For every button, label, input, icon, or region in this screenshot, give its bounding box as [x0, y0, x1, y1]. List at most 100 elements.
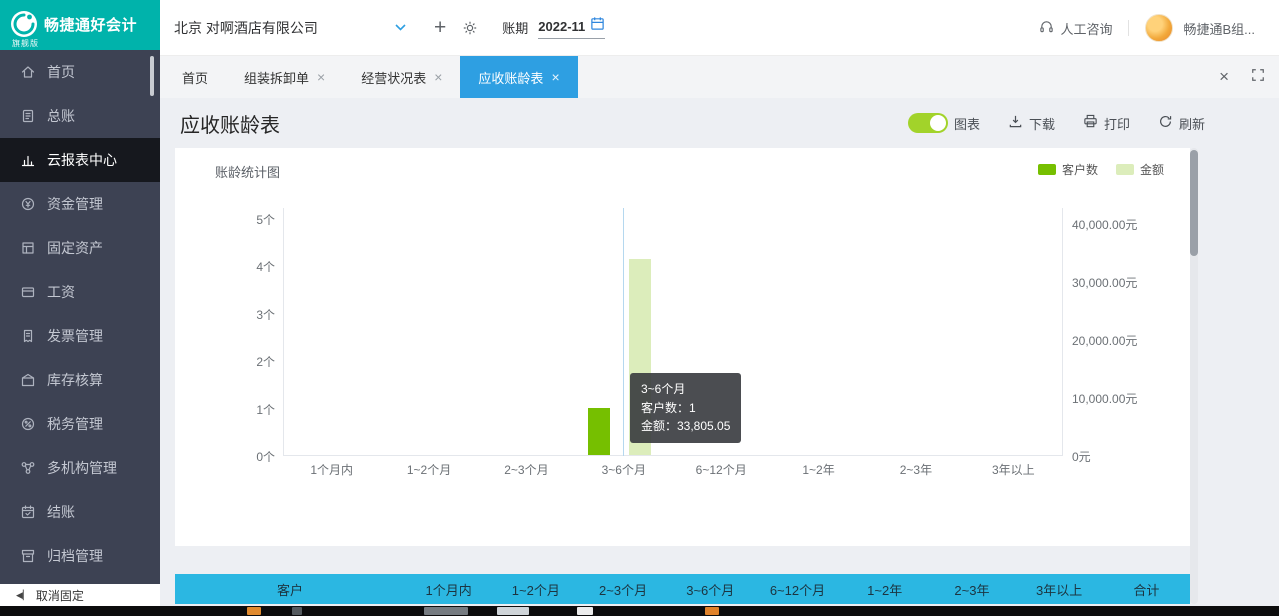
company-name: 北京 对啊酒店有限公司 [174, 19, 318, 36]
sidebar-item-2[interactable]: 云报表中心 [0, 138, 160, 182]
y-tick-right: 30,000.00元 [1072, 276, 1138, 290]
chart-legend: 客户数 金额 [1037, 161, 1164, 178]
tabbar-icons: × [1219, 56, 1265, 98]
sidebar-item-8[interactable]: 税务管理 [0, 402, 160, 446]
sidebar-item-4[interactable]: 固定资产 [0, 226, 160, 270]
y-tick-left: 4个 [256, 260, 275, 275]
tab-close-icon[interactable]: × [434, 69, 443, 85]
tab-2[interactable]: 经营状况表 × [361, 69, 443, 86]
sidebar-item-label: 云报表中心 [47, 152, 117, 168]
legend-swatch [1037, 164, 1056, 175]
x-tick-label: 1~2年 [802, 463, 835, 477]
x-axis [283, 455, 1062, 456]
unpin-sidebar-button[interactable]: ◀▏ 取消固定 [0, 584, 160, 606]
chevron-down-icon [395, 24, 406, 31]
ledger-icon [20, 108, 36, 124]
chart-tooltip: 3~6个月 客户数：1 金额：33,805.05 [630, 373, 742, 443]
sidebar-item-label: 固定资产 [47, 240, 103, 256]
period-label: 账期 [502, 21, 529, 36]
y-tick-right: 0元 [1072, 450, 1091, 464]
close-all-tabs-icon[interactable]: × [1219, 67, 1229, 86]
y-tick-left: 3个 [256, 307, 275, 322]
headset-icon [1039, 19, 1054, 37]
gear-icon[interactable] [462, 20, 478, 36]
y-tick-left: 1个 [256, 402, 275, 417]
sidebar-item-label: 归档管理 [47, 548, 103, 564]
inventory-icon [20, 372, 36, 388]
tab-close-icon[interactable]: × [317, 69, 326, 85]
home-icon [20, 64, 36, 80]
period-picker[interactable]: 2022-11 [538, 16, 606, 39]
brand-edition-badge: 旗舰版 [12, 39, 39, 48]
user-name[interactable]: 畅捷通B组... [1183, 21, 1255, 37]
taskbar-item[interactable] [577, 607, 593, 615]
taskbar-item[interactable] [705, 607, 719, 615]
brand-logo[interactable]: 畅捷通好会计 旗舰版 [0, 0, 160, 50]
user-avatar[interactable] [1145, 14, 1174, 42]
tab-0[interactable]: 首页 [182, 70, 209, 86]
unpin-label: 取消固定 [35, 588, 84, 603]
sidebar-item-label: 结账 [47, 504, 75, 520]
sidebar-item-3[interactable]: 资金管理 [0, 182, 160, 226]
x-tick-label: 2~3个月 [504, 463, 549, 477]
table-col-4: 3~6个月 [686, 582, 735, 598]
tab-3[interactable]: 应收账龄表 × [460, 56, 578, 98]
print-button[interactable]: 打印 [1083, 114, 1130, 133]
closing-icon [20, 504, 36, 520]
legend-swatch [1115, 164, 1134, 175]
toggle-label: 图表 [953, 116, 980, 132]
sidebar-menu: 首页 总账云报表中心资金管理固定资产工资 发票管理 库存核算税务管理多机构管理结账归档… [0, 50, 160, 584]
topbar: 北京 对啊酒店有限公司 + 账期 2022-11 [160, 0, 1279, 56]
y-tick-left: 0个 [256, 450, 275, 464]
sidebar: 畅捷通好会计 旗舰版 首页 总账云报表中心资金管理固定资产工资 发票管理 库存核算税务… [0, 0, 160, 606]
refresh-button[interactable]: 刷新 [1158, 114, 1205, 133]
fullscreen-icon[interactable] [1251, 68, 1265, 87]
sidebar-item-6[interactable]: 发票管理 [0, 314, 160, 358]
divider [1128, 20, 1130, 36]
sidebar-item-5[interactable]: 工资 [0, 270, 160, 314]
legend-item[interactable]: 金额 [1115, 161, 1164, 178]
scrollbar-track[interactable] [1190, 148, 1198, 604]
sidebar-item-label: 资金管理 [47, 196, 103, 212]
y-tick-right: 40,000.00元 [1072, 218, 1138, 232]
y-tick-right: 20,000.00元 [1072, 334, 1138, 348]
y-axis-right [1062, 208, 1063, 456]
sidebar-item-9[interactable]: 多机构管理 [0, 446, 160, 490]
tooltip-title: 3~6个月 [641, 382, 686, 396]
y-tick-left: 2个 [256, 355, 275, 370]
scrollbar-thumb[interactable] [1190, 150, 1198, 256]
new-tab-button[interactable]: + [434, 16, 447, 39]
toggle-switch[interactable] [907, 113, 948, 133]
support-button[interactable]: 人工咨询 [1039, 19, 1112, 38]
invoice-icon [20, 328, 36, 344]
sidebar-scrollbar[interactable] [150, 56, 154, 96]
x-tick-label: 1~2个月 [406, 463, 452, 477]
sidebar-item-label: 税务管理 [47, 416, 103, 432]
taskbar-item[interactable] [424, 607, 468, 615]
sidebar-item-7[interactable]: 库存核算 [0, 358, 160, 402]
taskbar-item[interactable] [292, 607, 302, 615]
chart-plot: 0个 1个 2个 3个 4个 5个 0元 10,000.00元 20,000.00元 30,000… [175, 148, 1190, 546]
sidebar-item-11[interactable]: 归档管理 [0, 534, 160, 578]
table-col-2: 1~2个月 [511, 582, 560, 598]
tab-1[interactable]: 组装拆卸单 × [244, 69, 326, 86]
chart-toggle[interactable]: 图表 [907, 113, 980, 133]
sidebar-item-0[interactable]: 首页 [0, 50, 160, 94]
aging-chart-card: 账龄统计图 客户数 金额 0个 1个 2个 3个 4个 5个 0元 10,000.00元 20,0… [175, 148, 1190, 546]
tax-icon [20, 416, 36, 432]
tab-close-icon[interactable]: × [551, 69, 560, 85]
x-tick-label: 3~6个月 [601, 463, 646, 477]
x-tick-label: 2~3年 [899, 463, 933, 477]
bar-customers[interactable] [588, 408, 610, 455]
collapse-left-icon: ◀▏ [16, 589, 30, 600]
taskbar-item[interactable] [247, 607, 261, 615]
taskbar-item[interactable] [497, 607, 529, 615]
chart-title: 账龄统计图 [215, 165, 281, 180]
company-selector[interactable]: 北京 对啊酒店有限公司 [174, 18, 406, 38]
sidebar-item-1[interactable]: 总账 [0, 94, 160, 138]
tooltip-line: 金额：33,805.05 [641, 419, 731, 434]
sidebar-item-10[interactable]: 结账 [0, 490, 160, 534]
download-button[interactable]: 下载 [1008, 114, 1055, 133]
legend-item[interactable]: 客户数 [1037, 161, 1098, 178]
